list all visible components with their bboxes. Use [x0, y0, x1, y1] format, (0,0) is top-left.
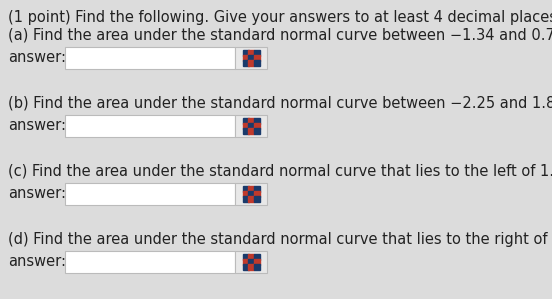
Text: answer:: answer:	[8, 118, 66, 133]
FancyBboxPatch shape	[65, 183, 235, 205]
Text: (a) Find the area under the standard normal curve between −1.34 and 0.77.: (a) Find the area under the standard nor…	[8, 28, 552, 43]
FancyBboxPatch shape	[235, 251, 267, 273]
Text: (d) Find the area under the standard normal curve that lies to the right of −0.5: (d) Find the area under the standard nor…	[8, 232, 552, 247]
Text: (1 point) Find the following. Give your answers to at least 4 decimal places.: (1 point) Find the following. Give your …	[8, 10, 552, 25]
FancyBboxPatch shape	[235, 47, 267, 69]
Text: answer:: answer:	[8, 187, 66, 202]
FancyBboxPatch shape	[65, 115, 235, 137]
Text: (c) Find the area under the standard normal curve that lies to the left of 1.34.: (c) Find the area under the standard nor…	[8, 164, 552, 179]
FancyBboxPatch shape	[235, 115, 267, 137]
FancyBboxPatch shape	[235, 183, 267, 205]
FancyBboxPatch shape	[65, 251, 235, 273]
Text: (b) Find the area under the standard normal curve between −2.25 and 1.8.: (b) Find the area under the standard nor…	[8, 96, 552, 111]
FancyBboxPatch shape	[65, 47, 235, 69]
Text: answer:: answer:	[8, 51, 66, 65]
Text: answer:: answer:	[8, 254, 66, 269]
